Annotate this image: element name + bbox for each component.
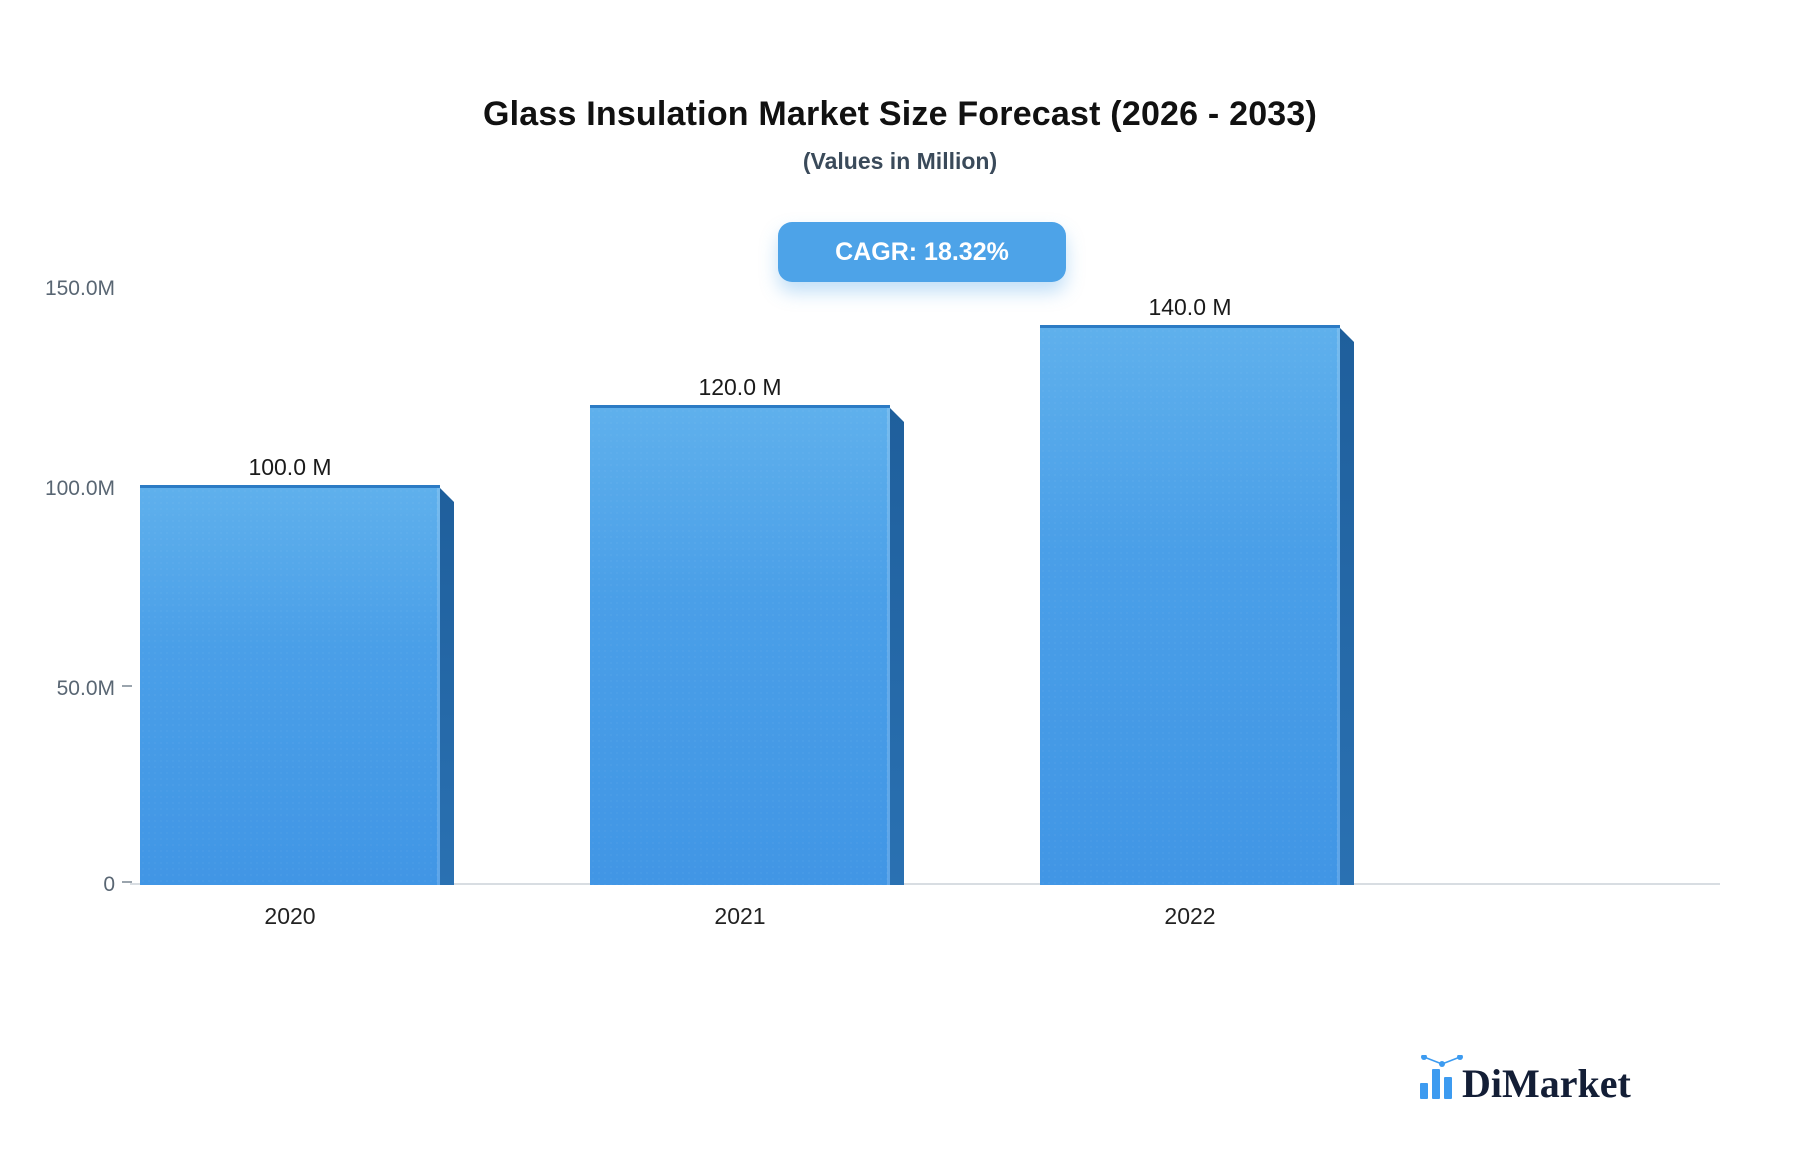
brand-logo: DiMarket [1420, 1060, 1631, 1107]
plot-area: 150.0M 100.0M 50.0M 0 100.0 M 120.0 M 14… [130, 285, 1720, 885]
ytick-50: 50.0M [20, 677, 115, 701]
bar-2020[interactable] [140, 485, 440, 885]
bar-group-2022: 140.0 M [1040, 325, 1340, 885]
chart-container: Glass Insulation Market Size Forecast (2… [0, 0, 1800, 1156]
ytick-150: 150.0M [20, 277, 115, 301]
logo-bars-icon [1420, 1069, 1452, 1099]
bar-value-2021: 120.0 M [698, 374, 781, 401]
chart-subtitle: (Values in Million) [0, 148, 1800, 175]
bar-group-2020: 100.0 M [140, 485, 440, 885]
bar-2021[interactable] [590, 405, 890, 885]
bar-2022[interactable] [1040, 325, 1340, 885]
ytick-100: 100.0M [20, 477, 115, 501]
bar-value-2022: 140.0 M [1148, 294, 1231, 321]
logo-dots-icon [1420, 1055, 1480, 1069]
cagr-badge: CAGR: 18.32% [778, 222, 1066, 282]
cagr-label: CAGR: 18.32% [835, 238, 1009, 267]
xlabel-2022: 2022 [1040, 903, 1340, 930]
ytick-dash-50 [122, 685, 132, 687]
xlabel-2021: 2021 [590, 903, 890, 930]
brand-name-text: DiMarket [1462, 1060, 1631, 1107]
bar-group-2021: 120.0 M [590, 405, 890, 885]
bar-value-2020: 100.0 M [248, 454, 331, 481]
xlabel-2020: 2020 [140, 903, 440, 930]
ytick-0: 0 [20, 873, 115, 897]
chart-title: Glass Insulation Market Size Forecast (2… [0, 95, 1800, 134]
